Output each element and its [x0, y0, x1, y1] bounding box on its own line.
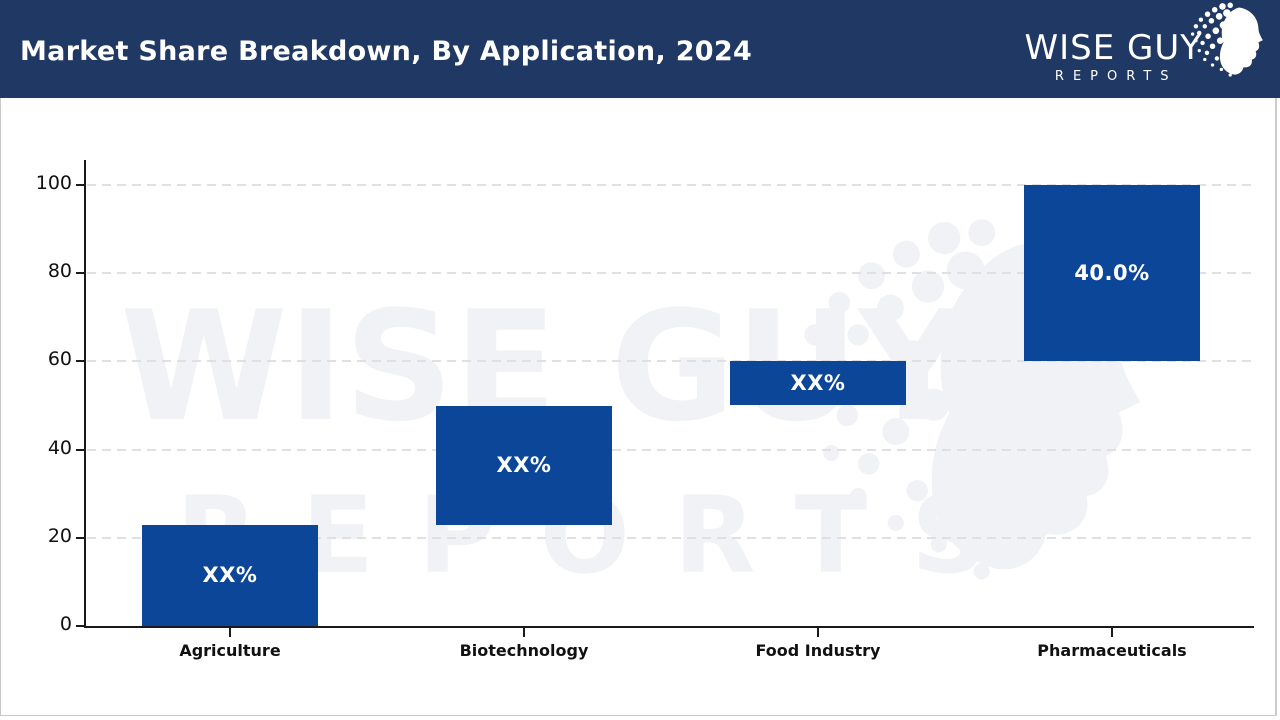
x-category-label: Food Industry — [755, 641, 881, 660]
y-tick-mark — [76, 272, 85, 275]
gridline-20 — [87, 536, 1253, 539]
gridline-80 — [87, 272, 1253, 275]
logo-wordmark: WISE GUY — [1024, 28, 1202, 68]
y-tick-mark — [76, 536, 85, 539]
x-category-label: Pharmaceuticals — [1037, 641, 1187, 660]
bar-value-label: XX% — [202, 563, 258, 588]
y-axis-line — [84, 160, 86, 628]
brand-logo: WISE GUY REPORTS — [1024, 2, 1274, 96]
y-tick-label: 60 — [47, 348, 72, 371]
bar-pharmaceuticals: 40.0% — [1024, 185, 1200, 362]
y-tick-mark — [76, 625, 85, 627]
page-title: Market Share Breakdown, By Application, … — [20, 36, 753, 67]
y-tick-mark — [76, 448, 85, 451]
y-tick-mark — [76, 360, 85, 363]
x-tick-mark — [817, 628, 819, 637]
y-tick-label: 0 — [59, 613, 72, 635]
header: Market Share Breakdown, By Application, … — [0, 0, 1280, 98]
x-tick-mark — [229, 628, 231, 637]
x-category-label: Agriculture — [179, 641, 281, 660]
bar-food-industry: XX% — [730, 361, 906, 406]
x-category-label: Biotechnology — [459, 641, 589, 660]
y-tick-label: 20 — [47, 524, 72, 547]
brand-logo-text: WISE GUY REPORTS — [1024, 28, 1202, 84]
brand-face-icon — [1190, 2, 1263, 77]
logo-subtext: REPORTS — [1054, 69, 1178, 84]
bar-value-label: XX% — [496, 453, 552, 478]
bar-agriculture: XX% — [142, 524, 318, 626]
x-axis-line — [84, 626, 1254, 628]
gridline-100 — [87, 184, 1253, 186]
bar-biotechnology: XX% — [436, 405, 612, 525]
y-tick-label: 80 — [47, 260, 72, 283]
bar-value-label: XX% — [790, 371, 846, 396]
gridline-40 — [87, 448, 1253, 451]
bar-value-label: 40.0% — [1074, 261, 1150, 286]
chart-canvas-frame — [0, 98, 1277, 716]
y-tick-label: 100 — [35, 172, 72, 194]
y-tick-label: 40 — [47, 436, 72, 459]
x-tick-mark — [523, 628, 525, 637]
y-tick-mark — [76, 184, 85, 186]
x-tick-mark — [1111, 628, 1113, 637]
gridline-60 — [87, 360, 1253, 363]
